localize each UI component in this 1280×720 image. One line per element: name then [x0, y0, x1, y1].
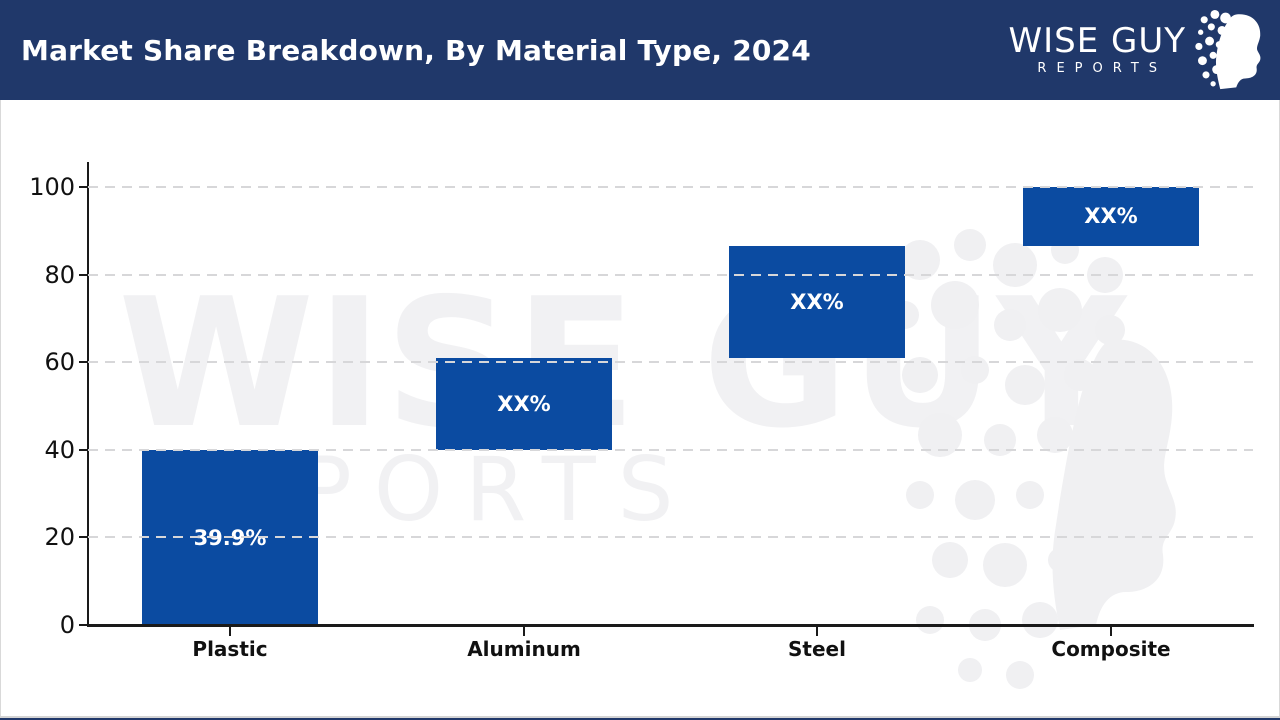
y-tick-mark-100 [79, 186, 88, 188]
bar-composite: XX% [1023, 187, 1199, 246]
bar-value-label-composite: XX% [1084, 204, 1138, 229]
x-category-label-steel: Steel [788, 637, 846, 661]
page-border-bottom [0, 716, 1280, 718]
y-axis-line [87, 162, 89, 626]
bar-value-label-aluminum: XX% [497, 392, 551, 417]
y-tick-mark-0 [79, 624, 88, 626]
y-tick-label-80: 80 [44, 260, 75, 289]
gridline-60 [88, 361, 1253, 364]
page-border-left [0, 100, 1, 720]
y-tick-mark-20 [79, 536, 88, 539]
gridline-20 [88, 536, 1253, 539]
y-tick-mark-80 [79, 273, 88, 276]
y-tick-mark-60 [79, 361, 88, 364]
watermark-head-icon [891, 229, 1176, 689]
x-category-label-aluminum: Aluminum [467, 637, 581, 661]
logo-text: WISE GUY REPORTS [1008, 21, 1186, 76]
gridline-40 [88, 448, 1253, 451]
y-tick-mark-40 [79, 448, 88, 451]
bar-aluminum: XX% [436, 358, 612, 451]
x-tick-mark-composite [1110, 627, 1112, 636]
y-tick-label-60: 60 [44, 348, 75, 377]
page-title: Market Share Breakdown, By Material Type… [21, 33, 811, 67]
x-tick-mark-plastic [229, 627, 231, 636]
gridline-80 [88, 273, 1253, 276]
y-tick-label-20: 20 [44, 523, 75, 552]
x-axis-line [87, 624, 1254, 627]
x-category-label-plastic: Plastic [192, 637, 268, 661]
gridline-100 [88, 186, 1253, 188]
y-tick-label-40: 40 [44, 435, 75, 464]
logo-head-icon [1195, 10, 1261, 90]
chart-area: WISE GUY REPORTS 0 20 40 60 80 100 39.9% Plasti… [0, 100, 1280, 720]
footer-strip [0, 718, 1280, 720]
x-tick-mark-aluminum [523, 627, 525, 636]
logo-wiseguy-text: WISE GUY [1008, 21, 1186, 62]
x-tick-mark-steel [816, 627, 818, 636]
header-bar: Market Share Breakdown, By Material Type… [0, 0, 1280, 100]
bar-steel: XX% [729, 245, 905, 359]
logo-reports-text: REPORTS [1037, 60, 1168, 76]
wiseguy-logo: WISE GUY REPORTS [1008, 0, 1270, 100]
y-tick-label-0: 0 [59, 611, 75, 639]
bar-value-label-steel: XX% [790, 289, 844, 314]
x-category-label-composite: Composite [1051, 637, 1171, 661]
y-tick-label-100: 100 [29, 173, 75, 201]
